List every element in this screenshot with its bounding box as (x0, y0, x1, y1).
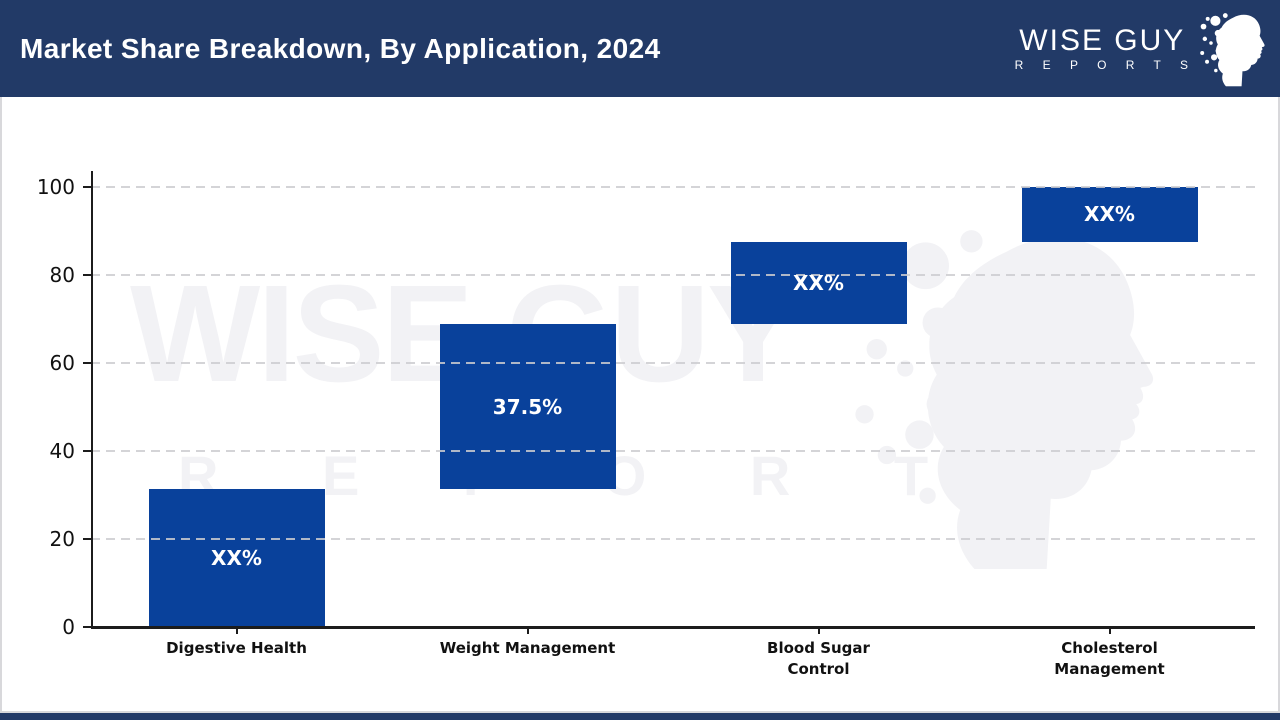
gridline-60 (91, 361, 1255, 364)
logo-wordmark: WISE GUY (1019, 23, 1186, 57)
x-axis-line (91, 626, 1255, 629)
x-tick-mark-cholesterol-management (1108, 628, 1111, 634)
y-axis-line (91, 171, 93, 629)
header-bar: Market Share Breakdown, By Application, … (0, 0, 1280, 97)
y-tick-label-80: 80 (49, 262, 75, 287)
x-tick-mark-digestive-health (235, 628, 238, 634)
gridline-40 (91, 449, 1255, 452)
x-tick-mark-blood-sugar-control (817, 628, 820, 634)
bar-value-label-blood-sugar-control: XX% (793, 270, 844, 295)
y-tick-mark-100 (83, 185, 91, 188)
bar-digestive-health (148, 489, 325, 627)
gridline-80 (91, 273, 1255, 276)
y-tick-label-60: 60 (49, 350, 75, 375)
y-tick-mark-80 (83, 273, 91, 276)
wise-guy-logo: WISE GUY R E P O R T S (1009, 11, 1266, 87)
logo-subtitle: R E P O R T S (1014, 58, 1196, 73)
bar-value-label-cholesterol-management: XX% (1084, 202, 1135, 227)
y-tick-mark-0 (83, 626, 91, 628)
gridline-20 (91, 537, 1255, 540)
x-tick-label-digestive-health: Digestive Health (166, 639, 307, 657)
bar-weight-management (439, 324, 616, 490)
x-tick-label-cholesterol-management: Cholesterol Management (1054, 639, 1165, 678)
y-tick-mark-20 (83, 537, 91, 540)
x-tick-mark-weight-management (526, 628, 529, 634)
gridline-100 (91, 185, 1255, 188)
y-tick-label-100: 100 (36, 174, 75, 199)
bar-chart: 0 20 40 60 80 100 XX% Digestive Health 37.5% Weig… (2, 97, 1278, 711)
bar-value-label-digestive-health: XX% (211, 546, 262, 571)
x-tick-label-weight-management: Weight Management (439, 639, 616, 657)
y-tick-mark-40 (83, 449, 91, 452)
y-tick-mark-60 (83, 361, 91, 364)
footer-bar (0, 713, 1280, 720)
x-tick-label-blood-sugar-control: Blood Sugar Control (767, 639, 870, 678)
y-tick-label-0: 0 (62, 615, 75, 639)
bar-value-label-weight-management: 37.5% (492, 394, 563, 419)
chart-panel: WISE GUY R E P O R T S 0 20 40 60 80 100 XX% Di… (0, 97, 1280, 713)
y-tick-label-40: 40 (49, 438, 75, 463)
chart-title: Market Share Breakdown, By Application, … (20, 32, 661, 64)
logo-face-icon (1200, 11, 1266, 87)
y-tick-label-20: 20 (49, 526, 75, 551)
logo-text: WISE GUY R E P O R T S (1009, 25, 1196, 73)
